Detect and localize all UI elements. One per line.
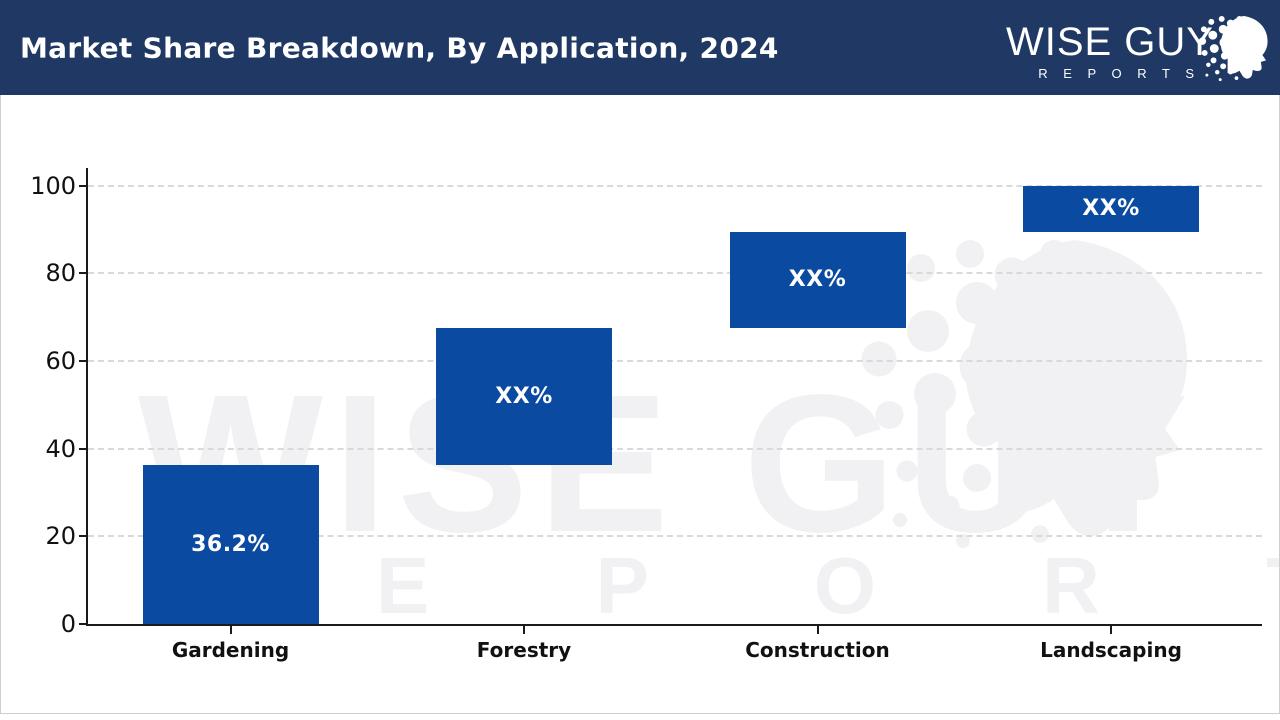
- y-gridline-80: [88, 272, 1262, 275]
- y-tick-mark-80: [79, 272, 87, 275]
- y-tick-label: 20: [45, 522, 76, 551]
- y-tick-label: 100: [30, 171, 76, 200]
- y-gridline-60: [88, 359, 1262, 362]
- bar-value-label: XX%: [1082, 196, 1140, 222]
- watermark-subtext: R E P O R T S: [152, 541, 1280, 630]
- y-tick-mark-0: [79, 623, 87, 625]
- watermark-face-icon: [861, 240, 1187, 548]
- bar-gardening: 36.2%: [142, 465, 319, 624]
- app-header: Market Share Breakdown, By Application, …: [0, 0, 1280, 95]
- x-tick-mark-landscaping: [1110, 626, 1112, 634]
- y-tick-mark-40: [79, 447, 87, 450]
- x-tick-mark-forestry: [523, 626, 525, 634]
- bar-landscaping: XX%: [1023, 185, 1199, 233]
- x-category-label: Forestry: [476, 638, 572, 662]
- y-tick-label: 40: [45, 434, 76, 463]
- y-axis-line: [86, 168, 88, 626]
- x-tick-mark-construction: [816, 626, 819, 634]
- y-tick-mark-60: [79, 359, 87, 362]
- y-tick-label: 0: [60, 610, 76, 638]
- x-tick-mark-gardening: [229, 626, 232, 634]
- frame-border-left: [0, 95, 1, 713]
- x-category-label: Gardening: [171, 638, 290, 662]
- x-axis-line: [86, 624, 1262, 626]
- bar-value-label: XX%: [495, 383, 553, 409]
- page-title: Market Share Breakdown, By Application, …: [20, 31, 779, 64]
- logo-face-icon: [1198, 15, 1268, 82]
- y-gridline-20: [88, 535, 1262, 538]
- frame-border-bottom: [0, 713, 1280, 714]
- bar-construction: XX%: [729, 232, 906, 328]
- brand-wordmark: WISE GUY: [1005, 20, 1214, 64]
- brand-logo: WISE GUY R E P O R T S: [1006, 4, 1272, 92]
- x-category-label: Construction: [745, 638, 890, 662]
- y-gridline-40: [88, 447, 1262, 450]
- y-gridline-100: [88, 184, 1262, 187]
- x-category-label: Landscaping: [1040, 638, 1182, 662]
- bar-value-label: XX%: [788, 267, 847, 293]
- brand-subtext: R E P O R T S: [1038, 66, 1200, 81]
- bar-value-label: 36.2%: [191, 532, 270, 558]
- bar-forestry: XX%: [436, 327, 612, 466]
- watermark: WISE GUY R E P O R T S: [0, 95, 1280, 713]
- y-tick-mark-20: [79, 535, 87, 538]
- y-tick-label: 60: [45, 346, 76, 375]
- y-tick-mark-100: [79, 184, 87, 187]
- y-tick-label: 80: [45, 259, 76, 288]
